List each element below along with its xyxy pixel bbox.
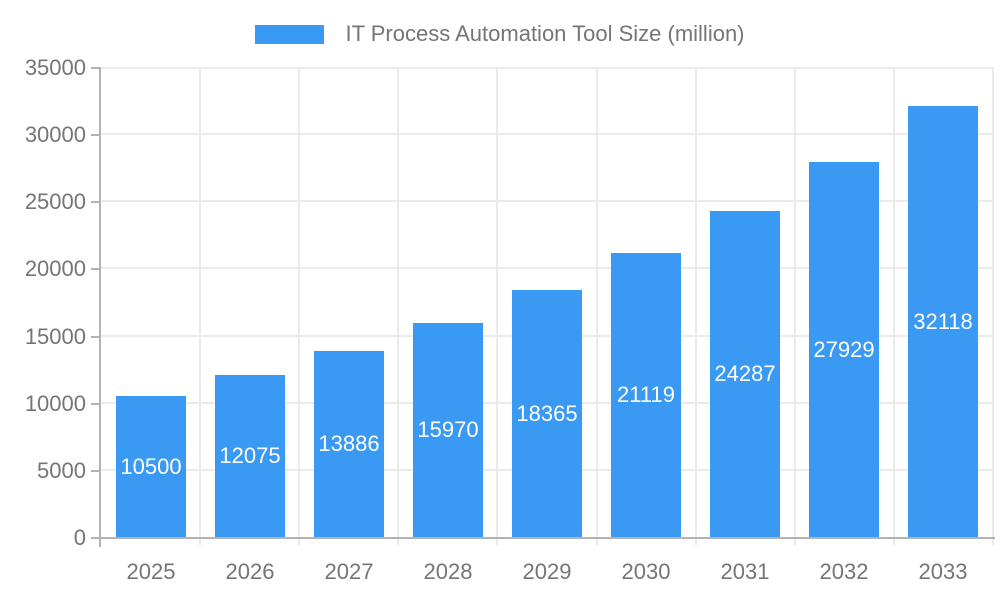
legend-label: IT Process Automation Tool Size (million… (345, 21, 745, 46)
x-axis-label: 2033 (918, 559, 968, 584)
y-axis-tick (91, 268, 99, 270)
x-axis-label: 2025 (126, 559, 176, 584)
y-axis-label: 10000 (24, 391, 86, 416)
bar-value-label: 15970 (417, 417, 479, 442)
y-axis-label: 20000 (24, 256, 86, 281)
y-axis-tick (91, 470, 99, 472)
bar-value-label: 27929 (813, 336, 875, 362)
y-axis-tick (91, 403, 99, 405)
bar[interactable]: 32118 (908, 106, 978, 537)
grid-line-horizontal (101, 200, 993, 202)
grid-line-vertical (695, 67, 697, 545)
bar-value-label: 21119 (617, 382, 675, 407)
grid-line-vertical (992, 67, 994, 545)
grid-line-vertical (794, 67, 796, 545)
legend-swatch-icon (255, 24, 325, 44)
grid-line-horizontal (101, 133, 993, 135)
grid-line-horizontal (101, 67, 993, 69)
x-axis-label: 2027 (324, 559, 374, 584)
bar[interactable]: 15970 (413, 323, 483, 537)
grid-line-vertical (199, 67, 201, 545)
bar[interactable]: 24287 (710, 211, 780, 537)
y-axis-label: 15000 (24, 324, 86, 349)
y-axis-label: 30000 (24, 122, 86, 147)
y-axis-label: 35000 (24, 55, 86, 80)
bar[interactable]: 21119 (611, 253, 681, 537)
bar[interactable]: 12075 (215, 375, 285, 537)
grid-line-vertical (596, 67, 598, 545)
bar[interactable]: 27929 (809, 162, 879, 537)
grid-line-vertical (298, 67, 300, 545)
bar[interactable]: 13886 (314, 351, 384, 537)
grid-line-horizontal (101, 267, 993, 269)
x-axis-label: 2030 (621, 559, 671, 584)
y-axis-tick (91, 537, 99, 539)
y-axis-label: 5000 (37, 458, 86, 483)
grid-line-vertical (397, 67, 399, 545)
bar-value-label: 12075 (219, 443, 281, 468)
bar-value-label: 24287 (714, 361, 776, 386)
grid-line-vertical (893, 67, 895, 545)
grid-line-vertical (496, 67, 498, 545)
x-axis-label: 2032 (819, 559, 869, 584)
y-axis-tick (91, 201, 99, 203)
x-axis-label: 2031 (720, 559, 770, 584)
bar-value-label: 18365 (516, 400, 578, 426)
x-axis-line (99, 537, 995, 539)
y-axis-tick (91, 67, 99, 69)
bar-value-label: 32118 (913, 308, 973, 334)
y-axis-tick (91, 134, 99, 136)
x-axis-label: 2029 (522, 559, 572, 584)
bar[interactable]: 18365 (512, 290, 582, 537)
bar[interactable]: 10500 (116, 396, 186, 537)
y-axis-line (99, 67, 101, 547)
plot-area: 10500 12075 13886 15970 18365 21119 24287 27929… (99, 67, 995, 547)
chart-legend[interactable]: IT Process Automation Tool Size (million… (0, 16, 1000, 52)
y-axis-label: 0 (73, 525, 86, 550)
bar-value-label: 10500 (120, 453, 182, 479)
bar-value-label: 13886 (318, 431, 380, 456)
x-axis-label: 2028 (423, 559, 473, 584)
y-axis-tick (91, 336, 99, 338)
x-axis-label: 2026 (225, 559, 275, 584)
y-axis-label: 25000 (24, 189, 86, 214)
